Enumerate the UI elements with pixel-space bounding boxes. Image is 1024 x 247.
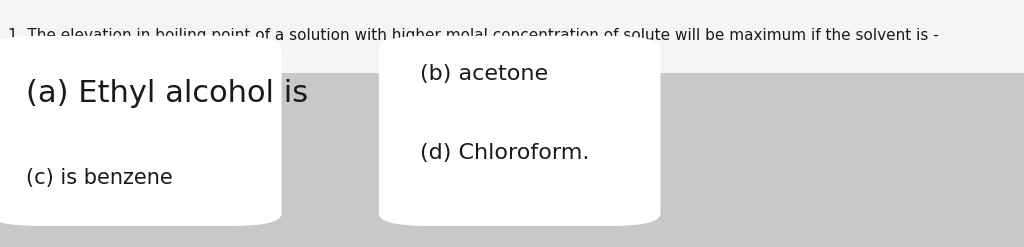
Text: (d) Chloroform.: (d) Chloroform. xyxy=(420,143,589,163)
FancyBboxPatch shape xyxy=(0,36,282,226)
Text: (c) is benzene: (c) is benzene xyxy=(26,168,172,188)
FancyBboxPatch shape xyxy=(379,36,660,226)
Text: (b) acetone: (b) acetone xyxy=(420,64,548,84)
Text: (a) Ethyl alcohol is: (a) Ethyl alcohol is xyxy=(26,79,308,108)
Text: 1. The elevation in boiling point of a solution with higher molal concentration : 1. The elevation in boiling point of a s… xyxy=(8,28,939,43)
FancyBboxPatch shape xyxy=(0,0,1024,73)
